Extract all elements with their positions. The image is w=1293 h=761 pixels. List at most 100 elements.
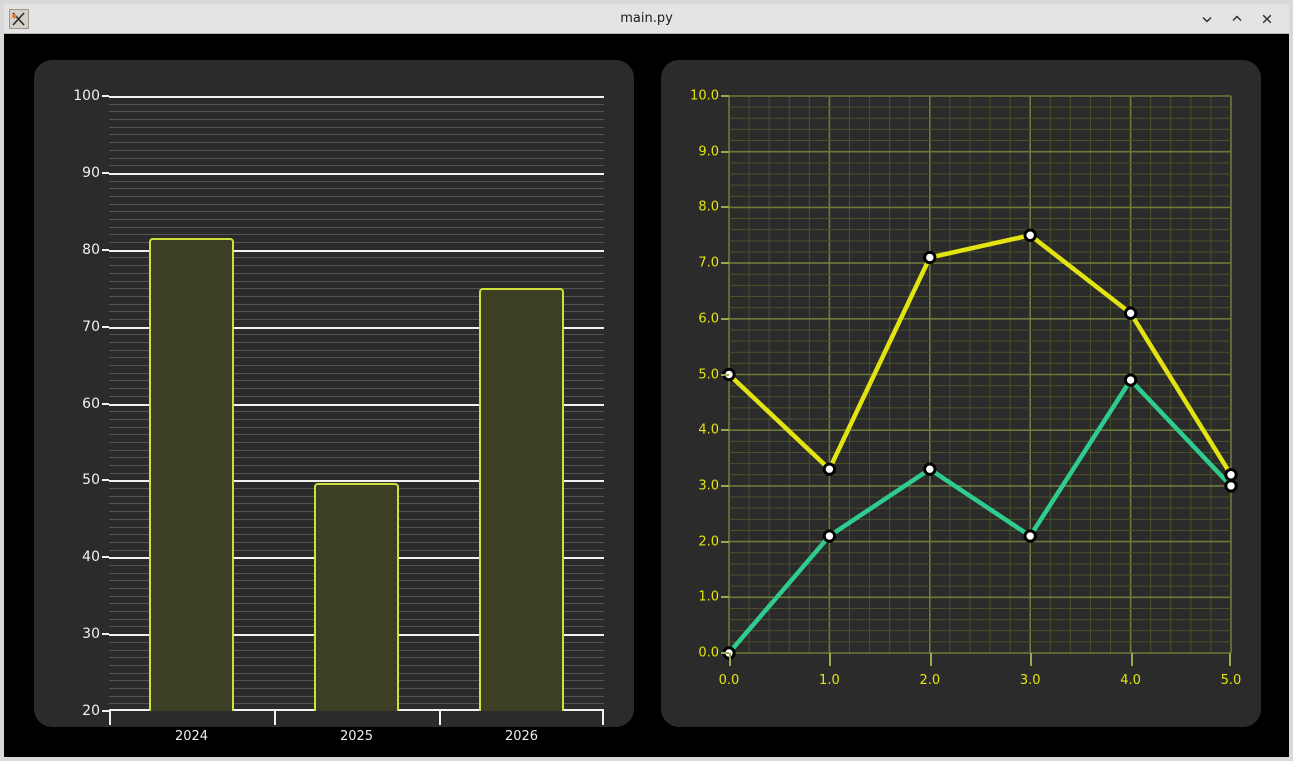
- bar-y-tick-mark: [102, 710, 109, 712]
- marker-series-green[interactable]: [822, 529, 837, 543]
- line-y-tick-mark: [721, 484, 729, 487]
- window-title: main.py: [620, 10, 673, 26]
- line-x-tick-label: 0.0: [718, 673, 740, 688]
- line-x-tick-mark: [929, 653, 932, 666]
- marker-series-yellow[interactable]: [1123, 306, 1138, 320]
- bar-gridline-major: [109, 480, 604, 483]
- minimize-button[interactable]: [1197, 9, 1217, 29]
- bar-gridline-minor: [109, 465, 604, 466]
- bar-2026[interactable]: [478, 288, 565, 711]
- marker-series-yellow[interactable]: [923, 250, 937, 265]
- bar-gridline-minor: [109, 126, 604, 128]
- line-y-tick-mark: [721, 95, 729, 97]
- bar-gridline-minor: [109, 365, 604, 367]
- bar-gridline-minor: [109, 149, 604, 151]
- bar-x-tick-label: 2026: [504, 729, 539, 744]
- bar-gridline-minor: [109, 119, 604, 121]
- line-chart-series: [722, 228, 1238, 660]
- bar-gridline-minor: [109, 272, 604, 274]
- line-x-tick-label: 4.0: [1120, 673, 1141, 688]
- bar-gridline-minor: [109, 203, 604, 205]
- line-y-tick-mark: [721, 262, 729, 265]
- line-y-tick-mark: [721, 206, 729, 209]
- line-chart-gridlines: [728, 95, 1232, 654]
- bar-gridline-minor: [109, 418, 604, 420]
- marker-series-green[interactable]: [1224, 479, 1238, 493]
- bar-gridline-minor: [109, 357, 604, 359]
- bar-gridline-major: [109, 96, 604, 98]
- bar-gridline-minor: [109, 226, 604, 228]
- bar-y-tick-mark: [102, 479, 109, 482]
- line-x-tick-label: 3.0: [1019, 673, 1041, 688]
- bar-gridline-minor: [109, 257, 604, 259]
- bar-gridline-minor: [109, 157, 604, 159]
- marker-series-green[interactable]: [923, 462, 937, 476]
- bar-gridline-minor: [109, 188, 604, 190]
- maximize-button[interactable]: [1227, 9, 1247, 29]
- bar-gridline-minor: [109, 318, 604, 320]
- bar-y-tick-label: 100: [73, 88, 100, 104]
- bar-gridline-minor: [109, 219, 604, 220]
- line-x-tick-label: 2.0: [919, 673, 941, 688]
- line-x-tick-label: 1.0: [819, 673, 840, 688]
- bar-gridline-minor: [109, 134, 604, 136]
- x-app-icon: [9, 8, 29, 29]
- marker-series-yellow[interactable]: [1023, 228, 1037, 242]
- bar-y-tick-label: 30: [82, 626, 100, 643]
- line-chart-panel: 0.0 1.0 2.0 3.0 4.0 5.0 6.0 7.0 8.0 9.0 10.0 0.0 1.0…: [661, 60, 1261, 727]
- line-y-tick-label: 5.0: [698, 367, 719, 382]
- bar-y-tick-label: 60: [82, 395, 100, 412]
- bar-gridline-minor: [109, 111, 604, 113]
- bar-chart-plot-area: 20 30 40 50 60 70 80 90 100 2024 2025 2026: [73, 88, 604, 744]
- bar-x-tick-mark: [602, 711, 604, 725]
- line-y-tick-label: 4.0: [698, 422, 719, 438]
- line-y-tick-label: 9.0: [698, 144, 719, 160]
- line-y-tick-label: 0.0: [698, 645, 719, 661]
- bar-y-tick-mark: [102, 171, 109, 174]
- bar-x-tick-mark: [439, 711, 441, 725]
- line-y-tick-mark: [721, 373, 729, 376]
- bar-gridline-major: [109, 172, 604, 175]
- line-y-tick-label: 3.0: [698, 478, 719, 494]
- bar-y-tick-mark: [102, 402, 109, 405]
- bar-x-tick-mark: [274, 711, 276, 725]
- bar-gridline-minor: [109, 311, 604, 313]
- marker-series-yellow[interactable]: [1224, 468, 1238, 482]
- bar-gridline-minor: [109, 103, 604, 105]
- line-y-tick-label: 8.0: [698, 199, 719, 215]
- line-y-tick-mark: [721, 596, 729, 599]
- bar-y-tick-label: 40: [82, 549, 100, 566]
- line-y-tick-mark: [721, 317, 729, 320]
- bar-y-tick-label: 70: [82, 318, 100, 335]
- bar-gridline-minor: [109, 472, 604, 474]
- bar-y-tick-label: 20: [82, 703, 100, 719]
- window-controls: [1197, 9, 1289, 29]
- title-bar[interactable]: main.py: [4, 4, 1289, 34]
- bar-gridline-minor: [109, 165, 604, 167]
- marker-series-yellow[interactable]: [822, 462, 837, 476]
- bar-gridline-minor: [109, 142, 604, 144]
- line-x-tick-mark: [1130, 653, 1133, 666]
- line-chart-plot-area: 0.0 1.0 2.0 3.0 4.0 5.0 6.0 7.0 8.0 9.0 10.0 0.0 1.0…: [690, 89, 1241, 689]
- line-x-tick-mark: [729, 653, 731, 666]
- bar-gridline-minor: [109, 380, 604, 382]
- line-y-tick-label: 1.0: [698, 589, 719, 605]
- bar-2024[interactable]: [148, 238, 235, 711]
- bar-2025[interactable]: [313, 482, 400, 711]
- bar-gridline-minor: [109, 349, 604, 351]
- close-button[interactable]: [1257, 9, 1277, 29]
- line-series-green: [726, 377, 1234, 656]
- bar-gridline-minor: [109, 180, 604, 182]
- bar-gridline-minor: [109, 342, 604, 343]
- window-content: 20 30 40 50 60 70 80 90 100 2024 2025 2026 0.0 1.0 2.…: [4, 35, 1289, 757]
- marker-series-green[interactable]: [1023, 529, 1037, 543]
- bar-gridline-minor: [109, 426, 604, 428]
- marker-series-green[interactable]: [1123, 373, 1138, 387]
- line-x-tick-mark: [1030, 653, 1033, 666]
- bar-x-tick-label: 2025: [339, 729, 374, 744]
- bar-gridline-minor: [109, 441, 604, 443]
- bar-gridline-minor: [109, 280, 604, 282]
- bar-gridline-minor: [109, 265, 604, 267]
- line-y-tick-mark: [721, 150, 729, 153]
